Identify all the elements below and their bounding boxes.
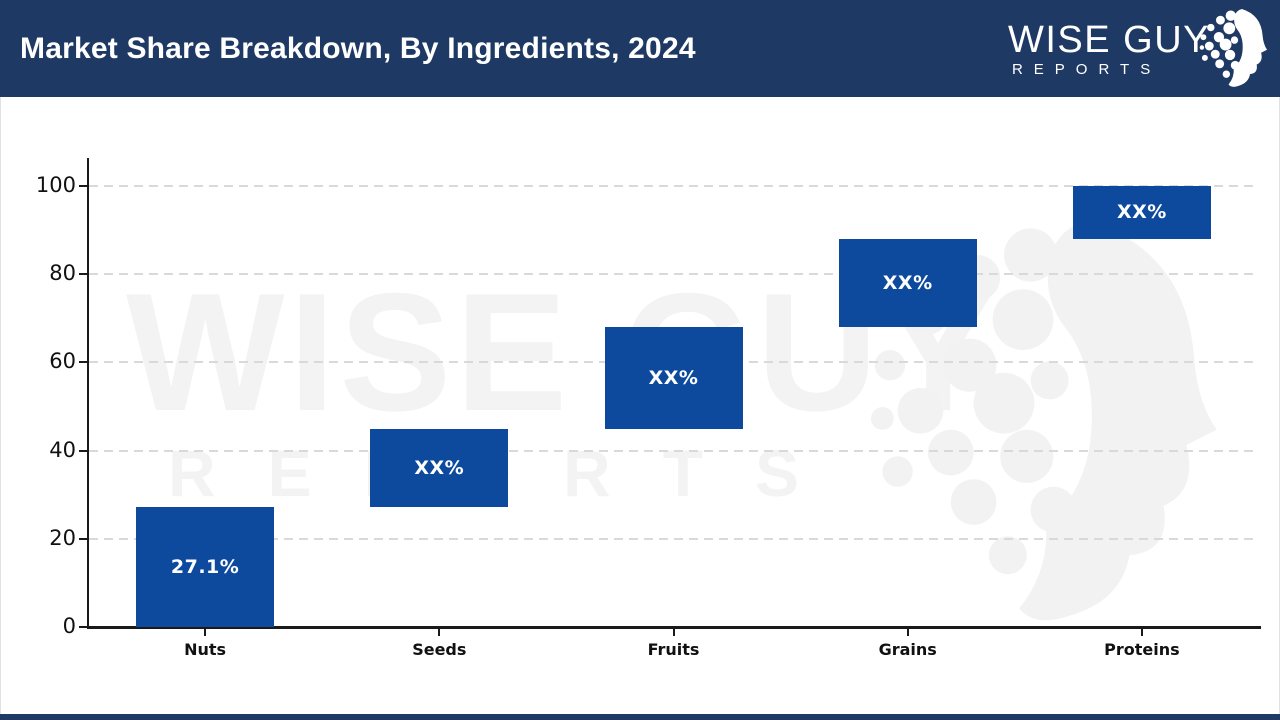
y-tick-60	[79, 361, 87, 364]
bar-value-label: XX%	[882, 272, 933, 294]
brand-name: WISE GUY	[1007, 19, 1210, 61]
y-tick-label: 80	[49, 261, 76, 286]
header-bar: Market Share Breakdown, By Ingredients, …	[0, 0, 1280, 97]
x-tick-label: Proteins	[1104, 640, 1180, 659]
brand-logo: WISE GUY REPORTS	[1008, 6, 1270, 92]
gridline-y-40	[89, 449, 1259, 452]
y-tick-label: 100	[35, 173, 76, 197]
y-tick-label: 60	[49, 349, 76, 374]
y-tick-80	[79, 273, 87, 276]
bar-proteins: XX%	[1072, 186, 1211, 239]
y-axis-line	[87, 158, 89, 628]
y-tick-label: 0	[62, 614, 76, 638]
bar-value-label: XX%	[1116, 201, 1167, 224]
x-tick-fruits	[672, 629, 675, 636]
gridline-y-100	[89, 185, 1259, 187]
x-axis-line	[87, 626, 1261, 629]
bar-value-label: 27.1%	[170, 556, 240, 579]
y-tick-0	[79, 626, 87, 628]
page-title: Market Share Breakdown, By Ingredients, …	[20, 32, 696, 65]
y-tick-40	[79, 449, 87, 452]
x-tick-seeds	[438, 629, 441, 636]
x-tick-grains	[906, 629, 909, 636]
gridline-y-20	[89, 537, 1259, 540]
bar-value-label: XX%	[414, 457, 465, 480]
footer-bar	[0, 714, 1280, 720]
x-tick-proteins	[1140, 629, 1143, 636]
gridline-y-80	[89, 273, 1259, 276]
bar-grains: XX%	[838, 238, 977, 328]
brand-logo-text: WISE GUY REPORTS	[1008, 20, 1210, 78]
bar-seeds: XX%	[370, 428, 509, 508]
x-tick-label: Grains	[878, 640, 937, 659]
brand-subtitle: REPORTS	[1011, 61, 1162, 78]
x-tick-nuts	[204, 629, 207, 636]
y-tick-label: 40	[49, 437, 76, 462]
bar-nuts: 27.1%	[136, 507, 275, 627]
bar-fruits: XX%	[604, 327, 743, 429]
x-tick-label: Seeds	[412, 640, 467, 659]
y-tick-20	[79, 537, 87, 540]
bar-value-label: XX%	[648, 366, 699, 389]
y-tick-label: 20	[49, 525, 76, 550]
y-tick-100	[79, 185, 87, 187]
x-tick-label: Fruits	[647, 640, 700, 659]
x-tick-label: Nuts	[184, 640, 227, 659]
